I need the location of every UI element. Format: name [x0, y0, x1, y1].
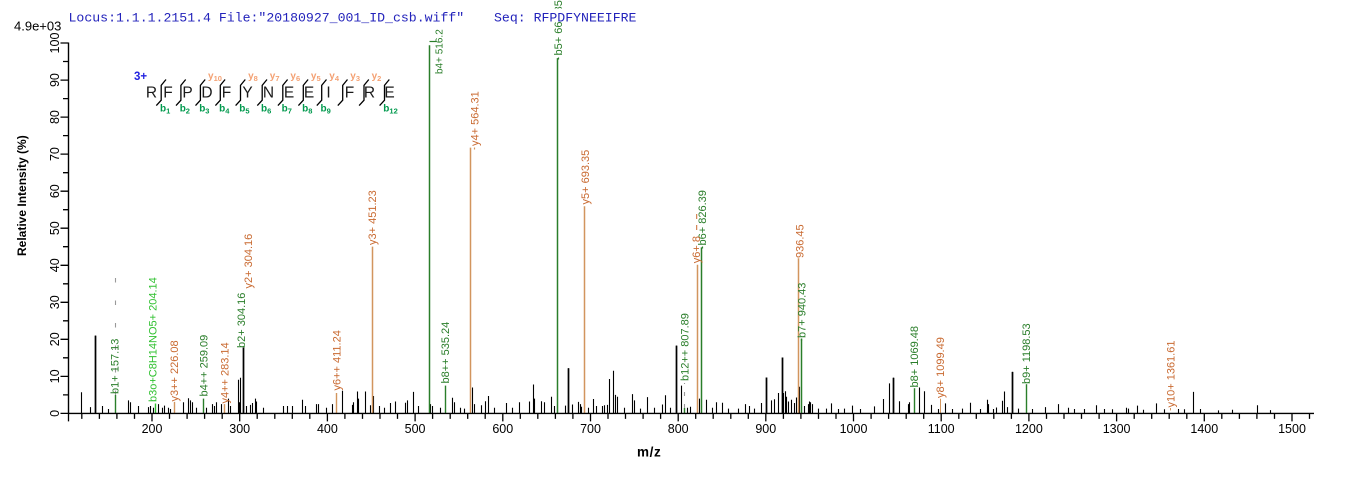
- svg-text:F: F: [345, 85, 354, 102]
- svg-text:y8+ 1099.49: y8+ 1099.49: [935, 337, 947, 398]
- svg-text:10: 10: [48, 369, 62, 383]
- svg-text:Seq: RFPDFYNEEIFRE: Seq: RFPDFYNEEIFRE: [494, 11, 637, 26]
- svg-text:30: 30: [48, 295, 62, 309]
- svg-text:b2+ 304.16: b2+ 304.16: [236, 293, 248, 348]
- svg-text:I: I: [326, 85, 330, 102]
- svg-text:600: 600: [492, 422, 513, 436]
- svg-text:b12: b12: [383, 104, 397, 116]
- svg-text:D: D: [201, 85, 212, 102]
- svg-text:900: 900: [755, 422, 776, 436]
- svg-text:80: 80: [48, 110, 62, 124]
- svg-text:y3++ 226.08: y3++ 226.08: [169, 340, 181, 401]
- svg-text:b7+ 940.43: b7+ 940.43: [796, 283, 808, 338]
- svg-text:R: R: [364, 85, 375, 102]
- svg-text:800: 800: [668, 422, 689, 436]
- svg-text:70: 70: [48, 147, 62, 161]
- svg-text:y3+ 451.23: y3+ 451.23: [367, 190, 379, 245]
- svg-text:1400: 1400: [1190, 422, 1218, 436]
- svg-text:y10: y10: [208, 71, 222, 83]
- svg-text:500: 500: [405, 422, 426, 436]
- svg-text:m/z: m/z: [637, 445, 661, 460]
- svg-text:E: E: [384, 85, 394, 102]
- svg-text:100: 100: [48, 33, 62, 54]
- svg-text:y8: y8: [248, 71, 258, 83]
- svg-text:E: E: [304, 85, 314, 102]
- svg-text:1000: 1000: [840, 422, 868, 436]
- svg-text:200: 200: [142, 422, 163, 436]
- svg-text:b7: b7: [282, 104, 292, 116]
- svg-text:1100: 1100: [928, 422, 955, 436]
- svg-text:y6: y6: [290, 71, 300, 83]
- svg-text:700: 700: [580, 422, 601, 436]
- svg-text:F: F: [163, 85, 172, 102]
- svg-text:b8: b8: [302, 104, 312, 116]
- svg-text:b8+ 1069.48: b8+ 1069.48: [909, 326, 921, 387]
- svg-text:P: P: [182, 85, 192, 102]
- svg-text:y5+ 693.35: y5+ 693.35: [580, 150, 592, 205]
- svg-text:b5: b5: [239, 104, 249, 116]
- svg-text:b2: b2: [180, 104, 190, 116]
- svg-text:y2+ 304.16: y2+ 304.16: [243, 234, 255, 289]
- svg-text:b9+ 1198.53: b9+ 1198.53: [1021, 323, 1033, 384]
- svg-text:1300: 1300: [1103, 422, 1131, 436]
- svg-text:b6: b6: [261, 104, 271, 116]
- svg-text:y6++ 411.24: y6++ 411.24: [331, 330, 343, 390]
- svg-text:50: 50: [48, 221, 62, 235]
- svg-text:936.45: 936.45: [795, 224, 807, 258]
- svg-text:40: 40: [48, 258, 62, 272]
- svg-text:Locus:1.1.1.2151.4 File:"20180: Locus:1.1.1.2151.4 File:"20180927_001_ID…: [69, 11, 465, 26]
- svg-text:90: 90: [48, 73, 62, 87]
- svg-text:Y: Y: [242, 85, 252, 102]
- svg-text:y4++ 283.14: y4++ 283.14: [219, 342, 231, 403]
- svg-text:y2: y2: [372, 71, 382, 83]
- svg-text:y10+ 1361.61: y10+ 1361.61: [1165, 341, 1177, 408]
- svg-text:N: N: [263, 85, 274, 102]
- svg-text:b1: b1: [160, 104, 170, 116]
- svg-text:F: F: [222, 85, 231, 102]
- svg-text:y3: y3: [350, 71, 360, 83]
- svg-text:3+: 3+: [134, 71, 147, 83]
- svg-text:y4+ 564.31: y4+ 564.31: [470, 91, 482, 146]
- svg-text:b4: b4: [219, 104, 230, 116]
- svg-text:b3: b3: [199, 104, 209, 116]
- svg-text:1200: 1200: [1015, 422, 1043, 436]
- svg-text:0: 0: [48, 410, 62, 417]
- svg-text:1500: 1500: [1278, 422, 1306, 436]
- svg-text:Relative Intensity (%): Relative Intensity (%): [15, 135, 29, 256]
- svg-text:y6+ 8: y6+ 8: [691, 236, 703, 263]
- svg-text:b3o+C8H14NO5+ 204.14: b3o+C8H14NO5+ 204.14: [147, 277, 159, 402]
- svg-text:b4+ 516.2: b4+ 516.2: [435, 29, 446, 74]
- svg-text:300: 300: [229, 422, 250, 436]
- svg-text:y7: y7: [270, 71, 280, 83]
- svg-text:b5+ 663.35: b5+ 663.35: [553, 0, 565, 55]
- svg-text:b8++ 535.24: b8++ 535.24: [440, 322, 452, 384]
- svg-text:y5: y5: [311, 71, 321, 83]
- svg-text:b12++ 807.89: b12++ 807.89: [679, 313, 691, 381]
- svg-text:4.9e+03: 4.9e+03: [14, 19, 61, 34]
- svg-text:60: 60: [48, 184, 62, 198]
- svg-text:b4++ 259.09: b4++ 259.09: [198, 335, 210, 397]
- svg-text:20: 20: [48, 332, 62, 346]
- svg-text:b9: b9: [321, 104, 331, 116]
- svg-text:b1+ 157.13: b1+ 157.13: [110, 339, 122, 394]
- svg-text:E: E: [284, 85, 294, 102]
- svg-text:b6+ 826.39: b6+ 826.39: [697, 190, 709, 245]
- svg-text:R: R: [146, 85, 157, 102]
- svg-text:400: 400: [317, 422, 338, 436]
- svg-text:y4: y4: [329, 71, 340, 83]
